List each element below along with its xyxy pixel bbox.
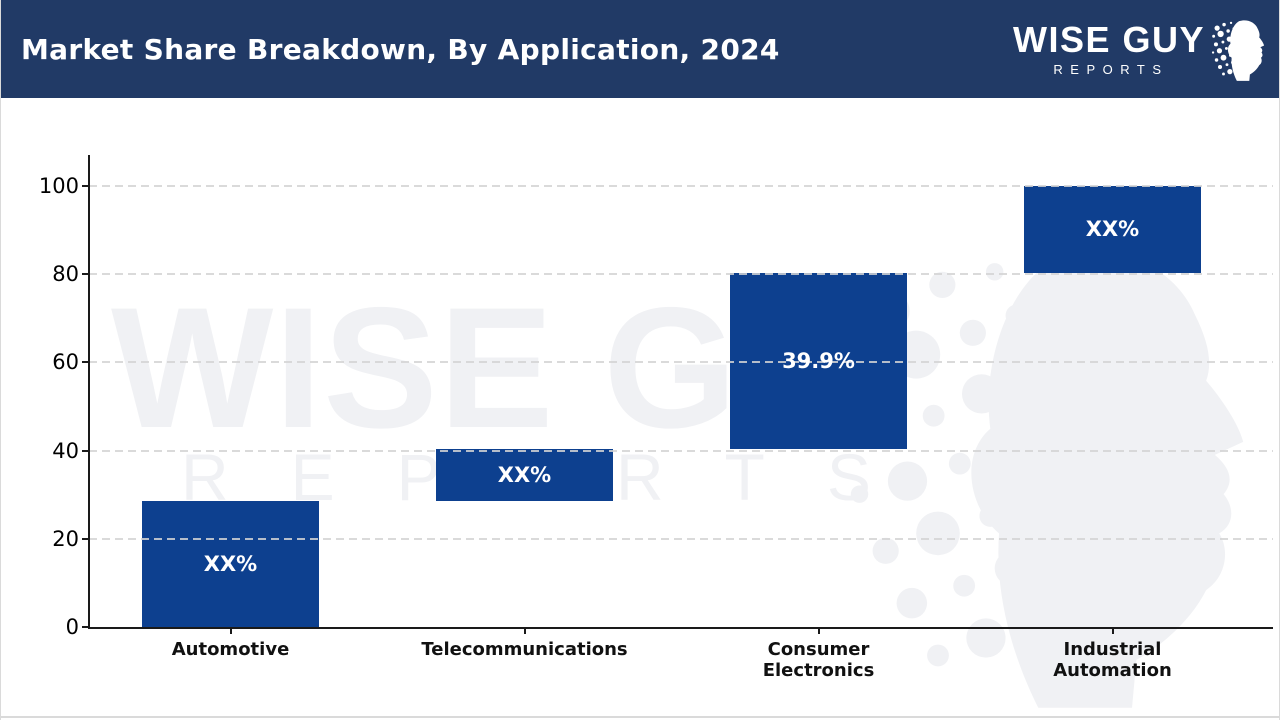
y-tick-label: 80 bbox=[52, 262, 79, 287]
gridline-100 bbox=[89, 184, 1273, 187]
bar-automotive bbox=[142, 501, 319, 627]
bar-consumer-electronics bbox=[730, 272, 907, 449]
y-tick-mark bbox=[82, 537, 89, 540]
y-tick-label: 60 bbox=[52, 350, 79, 375]
bar-value-label: XX% bbox=[203, 552, 258, 577]
bar-telecommunications bbox=[436, 448, 613, 502]
category-label-line: Electronics bbox=[762, 660, 875, 681]
category-label-industrial-automation: Industrial Automation bbox=[1053, 639, 1172, 681]
bottom-divider bbox=[1, 716, 1279, 718]
bar-value-label: XX% bbox=[497, 463, 552, 488]
y-tick-label: 20 bbox=[52, 526, 79, 551]
gridline-20 bbox=[89, 537, 1273, 540]
y-tick-mark bbox=[82, 273, 89, 276]
category-label-line: Consumer bbox=[767, 639, 870, 660]
y-tick-mark bbox=[82, 184, 89, 187]
brand-logo: WISE GUY REPORTS bbox=[1013, 11, 1267, 87]
category-label-line: Industrial bbox=[1063, 639, 1162, 660]
y-axis-line bbox=[88, 155, 90, 629]
category-label-line: Automation bbox=[1053, 660, 1172, 681]
logo-wordmark: WISE GUY bbox=[1012, 18, 1205, 60]
header: Market Share Breakdown, By Application, … bbox=[1, 0, 1279, 98]
x-axis-line bbox=[88, 627, 1273, 629]
gridline-60 bbox=[89, 361, 1273, 364]
logo-subtitle: REPORTS bbox=[1053, 61, 1169, 77]
bar-industrial-automation bbox=[1024, 185, 1201, 273]
category-label-telecommunications: Telecommunications bbox=[421, 639, 627, 660]
y-tick-label: 0 bbox=[65, 615, 79, 639]
x-tick-mark bbox=[523, 627, 526, 634]
bar-value-label: XX% bbox=[1085, 217, 1140, 242]
logo-head-icon bbox=[1211, 20, 1265, 81]
bar-value-label: 39.9% bbox=[782, 348, 855, 373]
category-label-line: Automotive bbox=[171, 639, 290, 660]
chart-title: Market Share Breakdown, By Application, … bbox=[21, 32, 780, 66]
x-tick-mark bbox=[229, 627, 232, 634]
x-tick-mark bbox=[817, 627, 820, 634]
y-tick-mark bbox=[82, 626, 89, 628]
gridline-80 bbox=[89, 273, 1273, 276]
y-tick-mark bbox=[82, 449, 89, 452]
category-label-consumer-electronics: Consumer Electronics bbox=[763, 639, 875, 681]
x-tick-mark bbox=[1111, 627, 1114, 634]
category-label-automotive: Automotive bbox=[172, 639, 290, 660]
category-label-line: Telecommunications bbox=[421, 639, 628, 660]
y-tick-mark bbox=[82, 361, 89, 364]
logo-text: WISE GUY REPORTS bbox=[1012, 18, 1205, 77]
gridline-40 bbox=[89, 449, 1273, 452]
y-tick-label: 40 bbox=[52, 438, 79, 463]
y-tick-label: 100 bbox=[38, 173, 79, 198]
